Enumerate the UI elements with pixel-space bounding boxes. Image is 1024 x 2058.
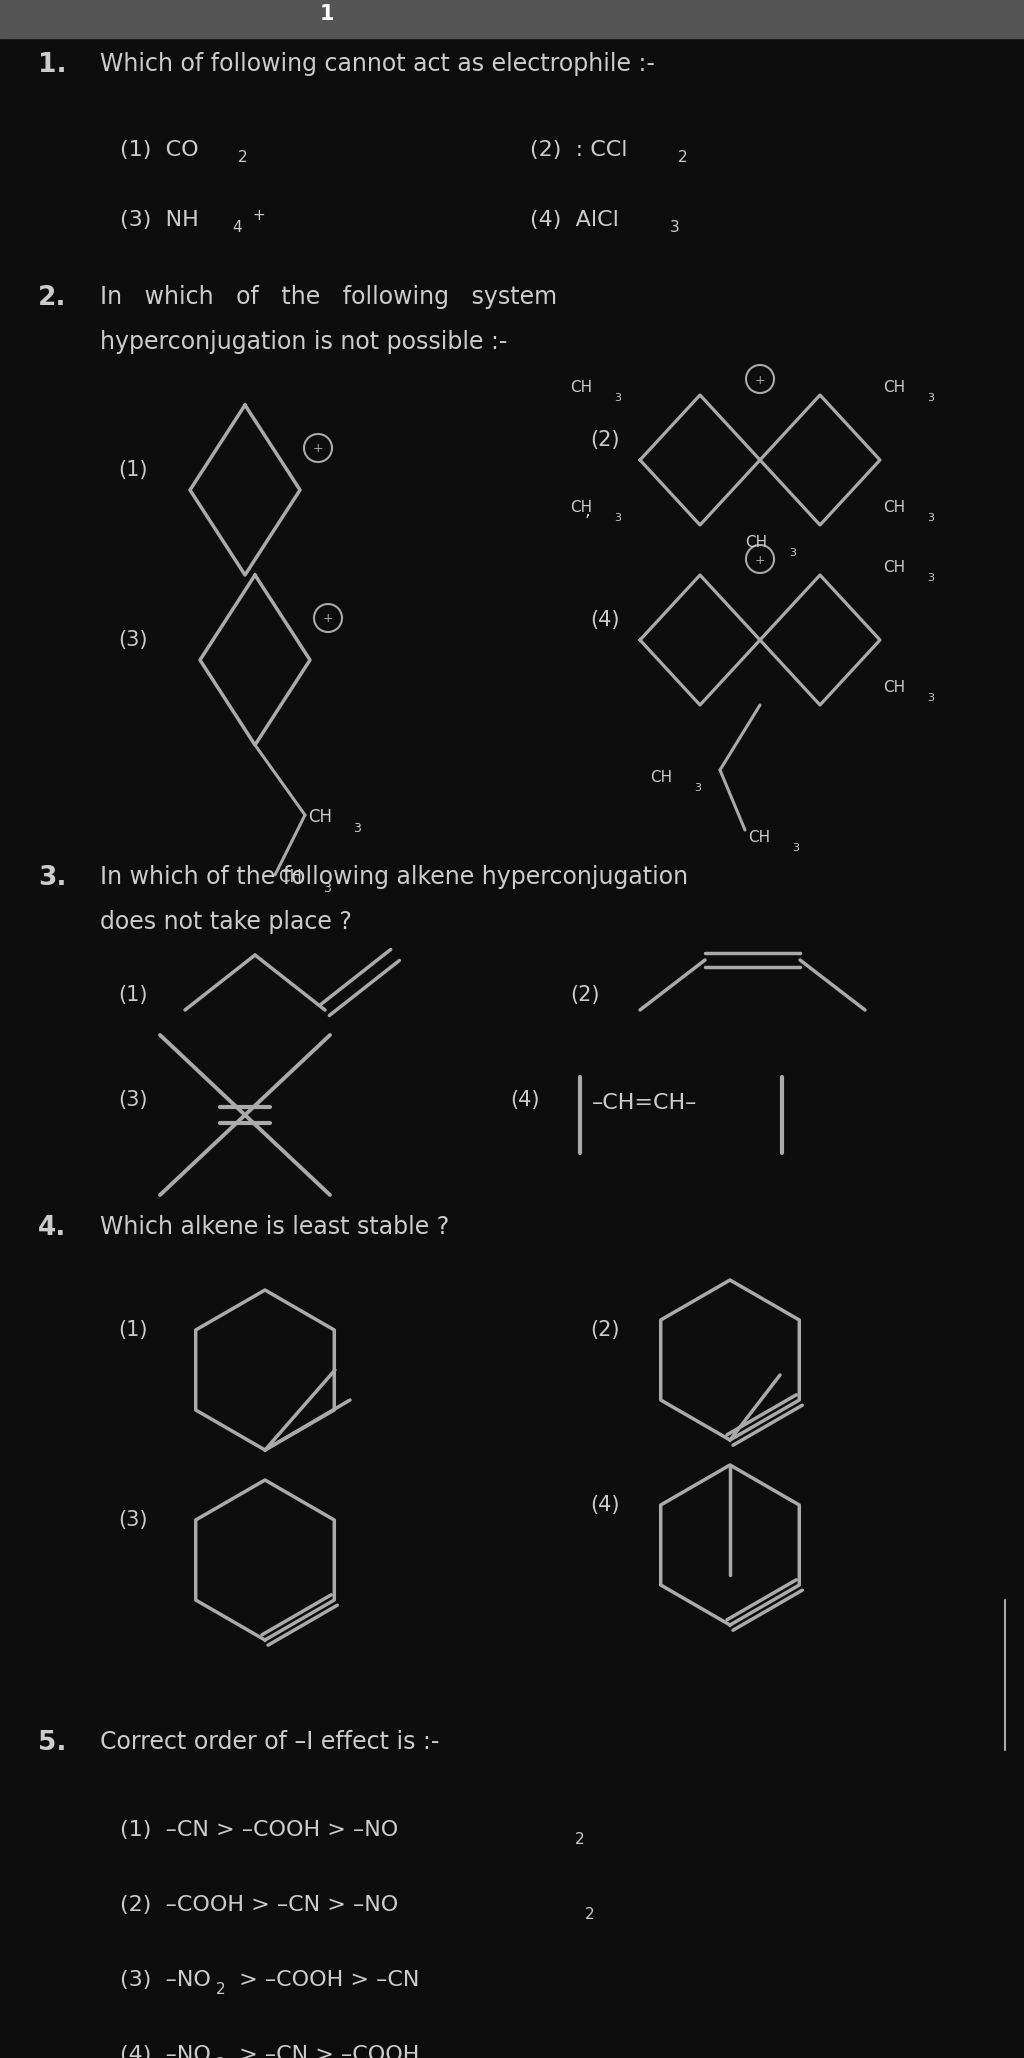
Text: (2)  –COOH > –CN > –NO: (2) –COOH > –CN > –NO: [120, 1895, 398, 1916]
Text: +: +: [252, 208, 265, 222]
Text: 3: 3: [670, 220, 680, 235]
Text: 2.: 2.: [38, 284, 67, 311]
Text: 3: 3: [927, 512, 934, 523]
Text: 2: 2: [216, 1982, 225, 1996]
Text: CH: CH: [883, 560, 905, 574]
Text: 3: 3: [792, 844, 799, 852]
Text: > –COOH > –CN: > –COOH > –CN: [232, 1970, 420, 1990]
Text: +: +: [323, 613, 334, 626]
Text: 4: 4: [232, 220, 242, 235]
Text: 3: 3: [694, 782, 701, 792]
Text: 4.: 4.: [38, 1214, 67, 1241]
Text: (2): (2): [570, 986, 599, 1004]
Text: In   which   of   the   following   system: In which of the following system: [100, 284, 557, 309]
Text: 3: 3: [323, 883, 331, 895]
Text: In which of the following alkene hyperconjugation: In which of the following alkene hyperco…: [100, 864, 688, 889]
Text: 3: 3: [614, 393, 621, 403]
Bar: [0, 0, 1024, 37]
Text: 3.: 3.: [38, 864, 67, 891]
Text: Which alkene is least stable ?: Which alkene is least stable ?: [100, 1214, 450, 1239]
Text: CH: CH: [883, 679, 905, 696]
Text: (2)  : CCl: (2) : CCl: [530, 140, 628, 161]
Text: –CH=CH–: –CH=CH–: [592, 1093, 697, 1113]
Text: (3): (3): [118, 1511, 147, 1529]
Text: CH: CH: [883, 500, 905, 514]
Text: 2: 2: [678, 150, 688, 165]
Text: (3): (3): [118, 1091, 147, 1109]
Text: 3: 3: [614, 512, 621, 523]
Text: CH: CH: [745, 535, 767, 549]
Text: 2: 2: [585, 1908, 595, 1922]
Text: CH: CH: [570, 381, 592, 395]
Text: 3: 3: [927, 572, 934, 582]
Text: (4): (4): [590, 1494, 620, 1515]
Text: 2: 2: [575, 1832, 585, 1846]
Text: (1): (1): [118, 1319, 147, 1340]
Text: 3: 3: [790, 547, 796, 558]
Text: 2: 2: [238, 150, 248, 165]
Text: (4): (4): [590, 609, 620, 630]
Text: (3)  NH: (3) NH: [120, 210, 199, 230]
Text: (1)  –CN > –COOH > –NO: (1) –CN > –COOH > –NO: [120, 1819, 398, 1840]
Text: 3: 3: [927, 694, 934, 704]
Text: (2): (2): [590, 1319, 620, 1340]
Text: 1.: 1.: [38, 51, 67, 78]
Text: 3: 3: [927, 393, 934, 403]
Text: CH: CH: [570, 500, 592, 514]
Text: 3: 3: [353, 821, 360, 836]
Text: CH: CH: [748, 829, 770, 846]
Text: CH: CH: [650, 770, 672, 784]
Text: ,: ,: [585, 502, 591, 521]
Text: (2): (2): [590, 430, 620, 451]
Text: (4): (4): [510, 1091, 540, 1109]
Text: (4)  –NO: (4) –NO: [120, 2046, 211, 2058]
Text: 1: 1: [319, 4, 335, 25]
Text: (1)  CO: (1) CO: [120, 140, 199, 161]
Text: (4)  AlCl: (4) AlCl: [530, 210, 618, 230]
Text: CH: CH: [308, 809, 332, 825]
Text: CH: CH: [883, 381, 905, 395]
Text: Correct order of –I effect is :-: Correct order of –I effect is :-: [100, 1731, 439, 1753]
Text: +: +: [755, 554, 765, 566]
Text: 5.: 5.: [38, 1731, 67, 1755]
Text: (3)  –NO: (3) –NO: [120, 1970, 211, 1990]
Text: hyperconjugation is not possible :-: hyperconjugation is not possible :-: [100, 329, 507, 354]
Text: +: +: [755, 372, 765, 387]
Text: does not take place ?: does not take place ?: [100, 910, 352, 934]
Text: Which of following cannot act as electrophile :-: Which of following cannot act as electro…: [100, 51, 655, 76]
Text: +: +: [312, 442, 324, 455]
Text: CH: CH: [278, 868, 302, 887]
Text: (1): (1): [118, 986, 147, 1004]
Text: > –CN > –COOH: > –CN > –COOH: [232, 2046, 420, 2058]
Text: (3): (3): [118, 630, 147, 650]
Text: (1): (1): [118, 461, 147, 480]
